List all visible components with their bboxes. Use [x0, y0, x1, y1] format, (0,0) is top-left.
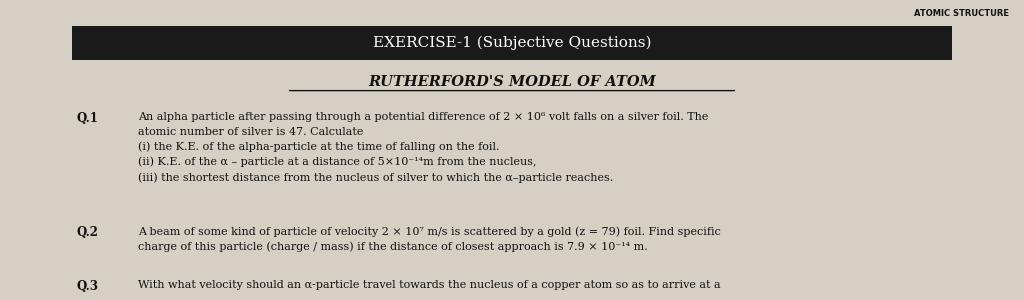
Text: Q.2: Q.2 — [77, 226, 98, 239]
Text: Q.1: Q.1 — [77, 112, 98, 125]
Text: ATOMIC STRUCTURE: ATOMIC STRUCTURE — [913, 9, 1009, 18]
FancyBboxPatch shape — [72, 26, 952, 60]
Text: Q.3: Q.3 — [77, 280, 98, 293]
Text: RUTHERFORD'S MODEL OF ATOM: RUTHERFORD'S MODEL OF ATOM — [368, 76, 656, 89]
Text: EXERCISE-1 (Subjective Questions): EXERCISE-1 (Subjective Questions) — [373, 35, 651, 50]
Text: An alpha particle after passing through a potential difference of 2 × 10⁶ volt f: An alpha particle after passing through … — [138, 112, 709, 183]
Text: With what velocity should an α-particle travel towards the nucleus of a copper a: With what velocity should an α-particle … — [138, 280, 721, 290]
Text: A beam of some kind of particle of velocity 2 × 10⁷ m/s is scattered by a gold (: A beam of some kind of particle of veloc… — [138, 226, 721, 252]
